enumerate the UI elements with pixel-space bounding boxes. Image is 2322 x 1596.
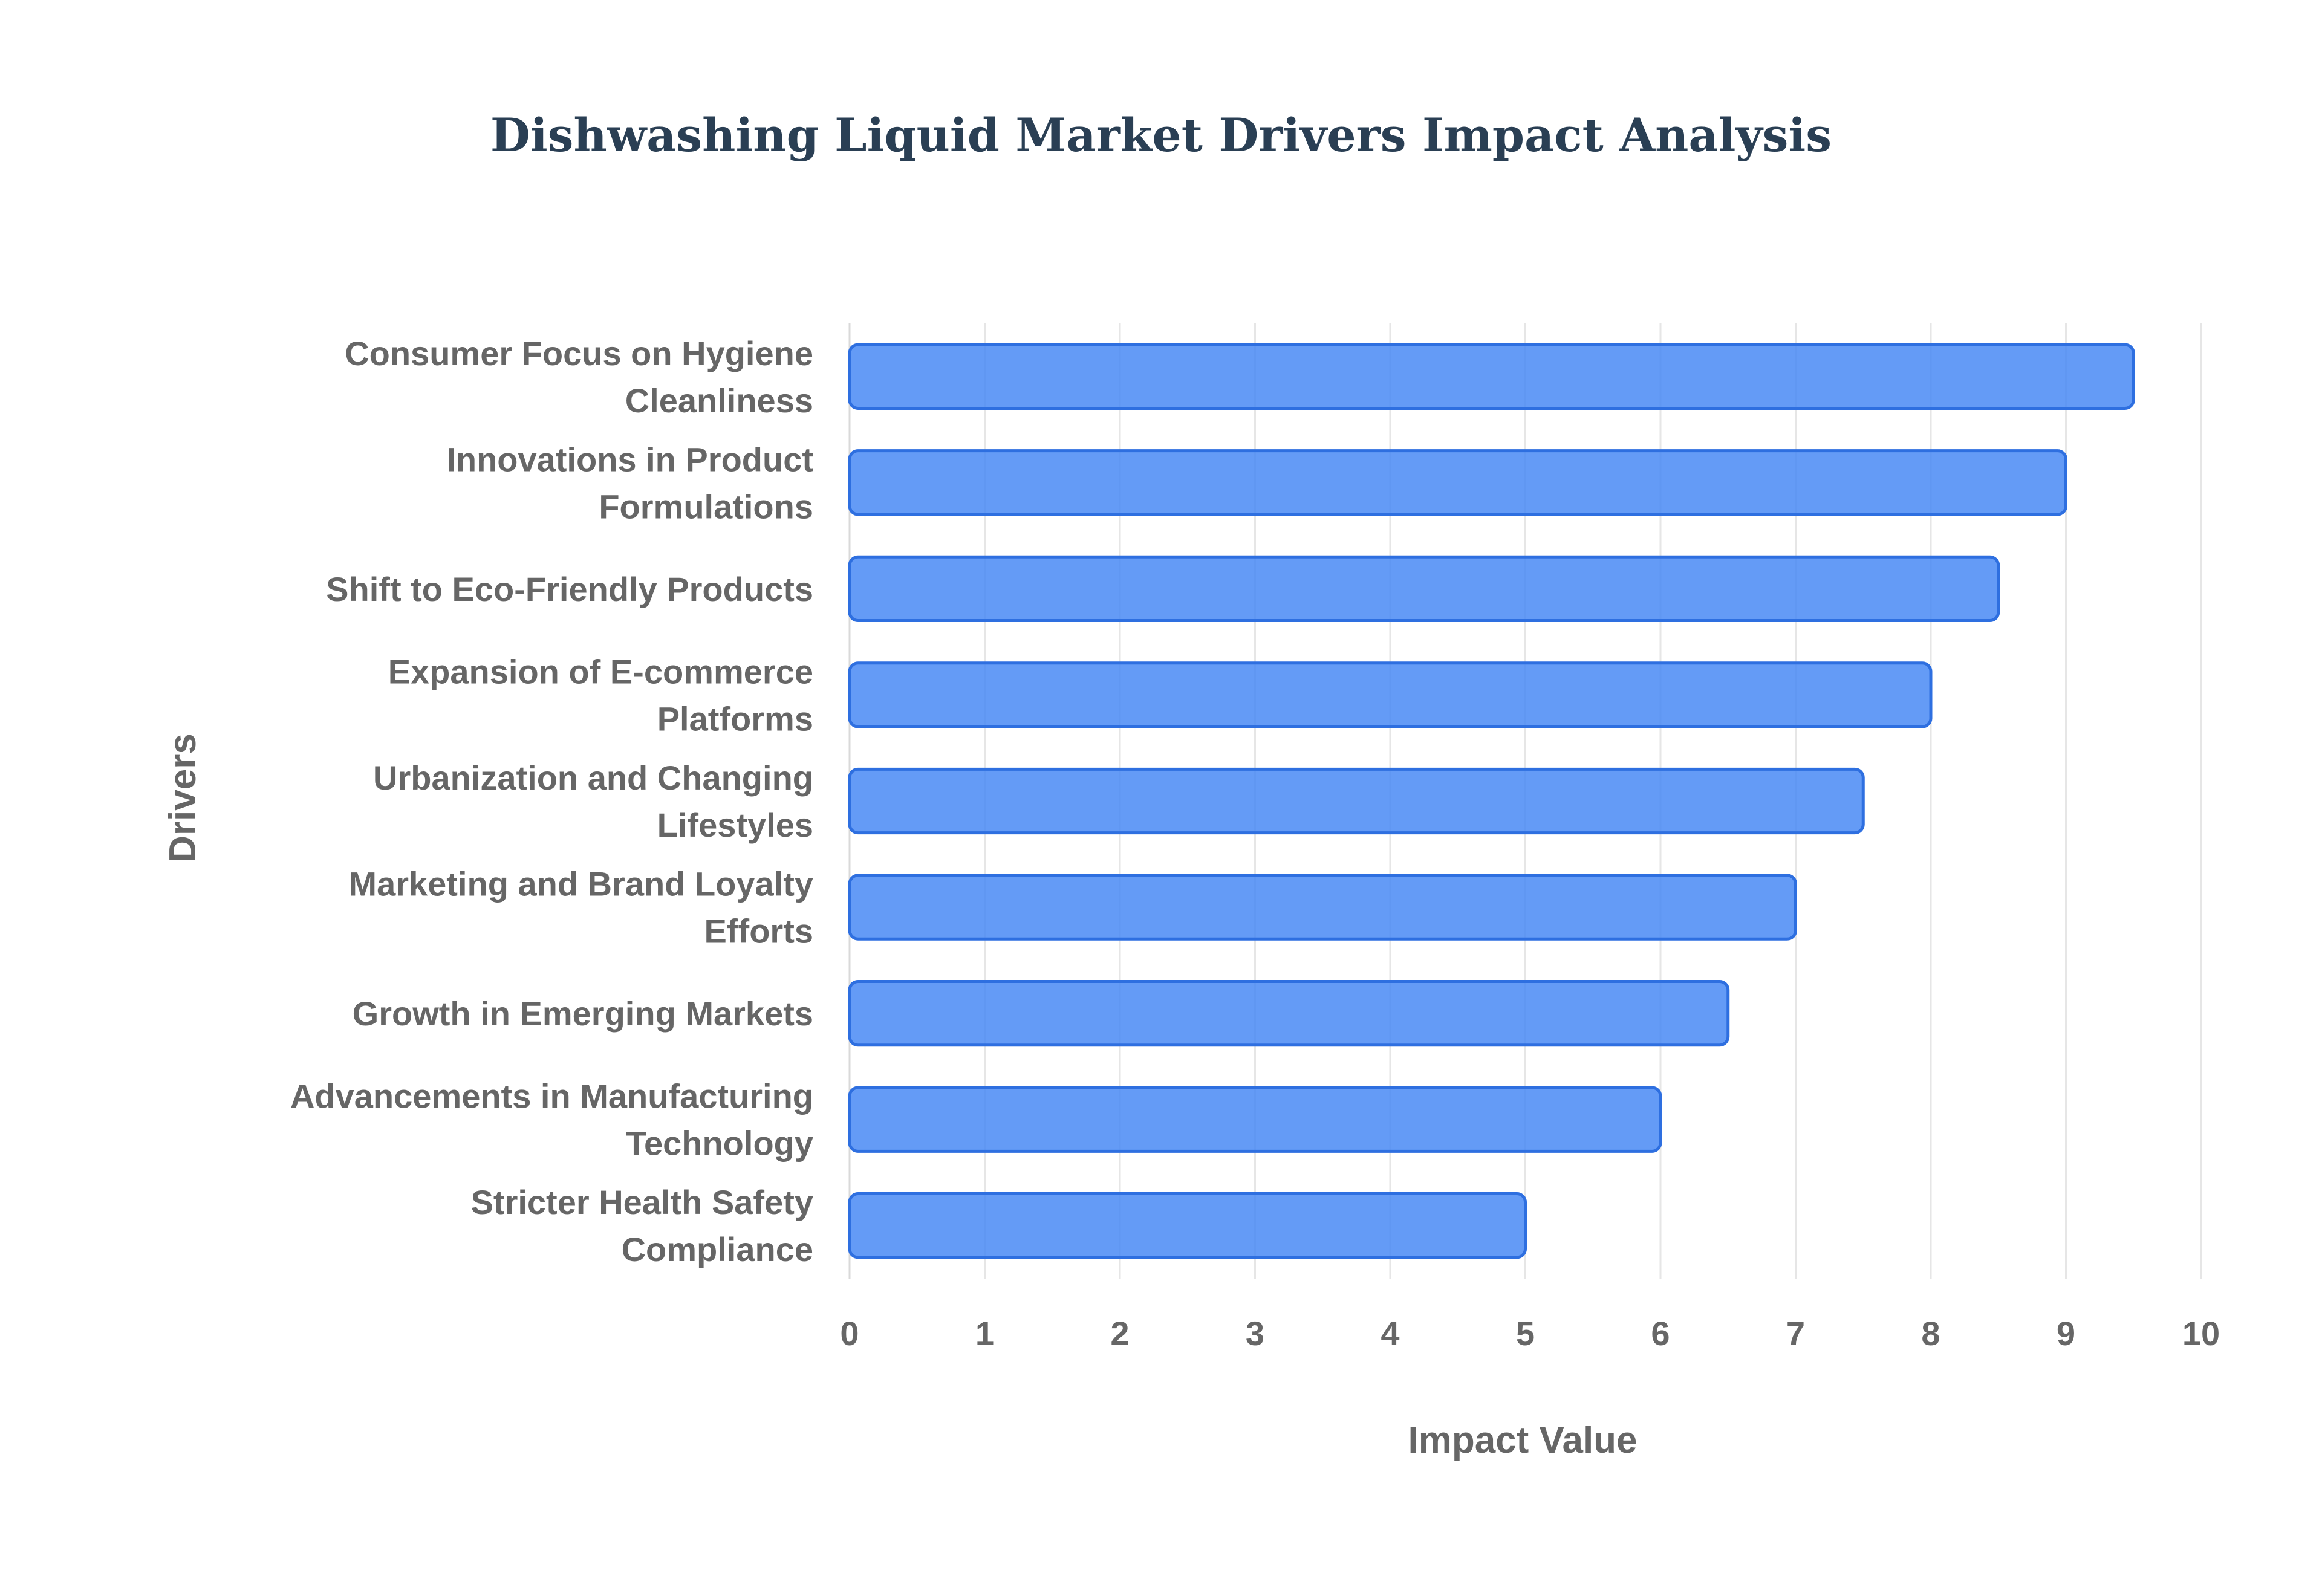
bar-6 [848, 874, 1797, 941]
x-tick-4: 4 [1381, 1314, 1399, 1352]
category-label-line: Expansion of E-commerce [388, 652, 813, 690]
category-label-line: Innovations in Product [446, 440, 813, 478]
category-label-line: Compliance [622, 1230, 813, 1268]
x-tick-8: 8 [1921, 1314, 1940, 1352]
category-label-8: Advancements in Manufacturing Technology [290, 1077, 813, 1163]
category-label-line: Platforms [657, 699, 813, 738]
bar-8 [848, 1086, 1662, 1153]
category-label-line: Consumer Focus on Hygiene [345, 334, 813, 372]
category-label-line: Efforts [704, 912, 813, 950]
category-label-line: Shift to Eco-Friendly Products [326, 570, 813, 608]
category-label-9: Stricter Health Safety Compliance [471, 1183, 813, 1268]
category-label-line: Growth in Emerging Markets [353, 994, 813, 1033]
x-tick-1: 1 [975, 1314, 994, 1352]
category-label-3: Shift to Eco-Friendly Products [326, 570, 813, 608]
x-tick-2: 2 [1110, 1314, 1129, 1352]
category-label-line: Cleanliness [625, 381, 813, 420]
category-label-7: Growth in Emerging Markets [353, 994, 813, 1033]
x-tick-6: 6 [1651, 1314, 1670, 1352]
x-axis-title: Impact Value [1408, 1419, 1637, 1461]
bars [848, 343, 2135, 1259]
category-label-line: Advancements in Manufacturing [290, 1077, 813, 1115]
category-label-line: Formulations [599, 487, 813, 525]
category-label-line: Urbanization and Changing [373, 759, 813, 797]
bar-4 [848, 661, 1933, 728]
x-tick-7: 7 [1786, 1314, 1805, 1352]
category-label-2: Innovations in Product Formulations [446, 440, 813, 525]
x-tick-3: 3 [1246, 1314, 1264, 1352]
category-label-line: Stricter Health Safety [471, 1183, 813, 1221]
x-tick-5: 5 [1516, 1314, 1535, 1352]
category-label-5: Urbanization and Changing Lifestyles [373, 759, 813, 844]
x-tick-labels: 0 1 2 3 4 5 6 7 8 9 10 [840, 1314, 2220, 1352]
bar-7 [848, 979, 1730, 1047]
bar-9 [848, 1192, 1527, 1259]
x-tick-10: 10 [2182, 1314, 2220, 1352]
category-label-line: Marketing and Brand Loyalty [348, 865, 813, 903]
bar-3 [848, 555, 2000, 623]
category-label-line: Technology [626, 1124, 813, 1163]
category-label-1: Consumer Focus on Hygiene Cleanliness [345, 334, 813, 420]
category-labels: Consumer Focus on Hygiene Cleanliness Inno… [290, 334, 813, 1268]
category-label-6: Marketing and Brand Loyalty Efforts [348, 865, 813, 950]
category-label-line: Lifestyles [657, 806, 813, 844]
bar-1 [848, 343, 2135, 410]
category-label-4: Expansion of E-commerce Platforms [388, 652, 813, 738]
bar-5 [848, 767, 1865, 835]
y-axis-title: Drivers [162, 733, 204, 863]
x-tick-9: 9 [2057, 1314, 2075, 1352]
chart-title: Dishwashing Liquid Market Drivers Impact… [490, 108, 1832, 162]
x-tick-0: 0 [840, 1314, 859, 1352]
bar-2 [848, 449, 2067, 516]
